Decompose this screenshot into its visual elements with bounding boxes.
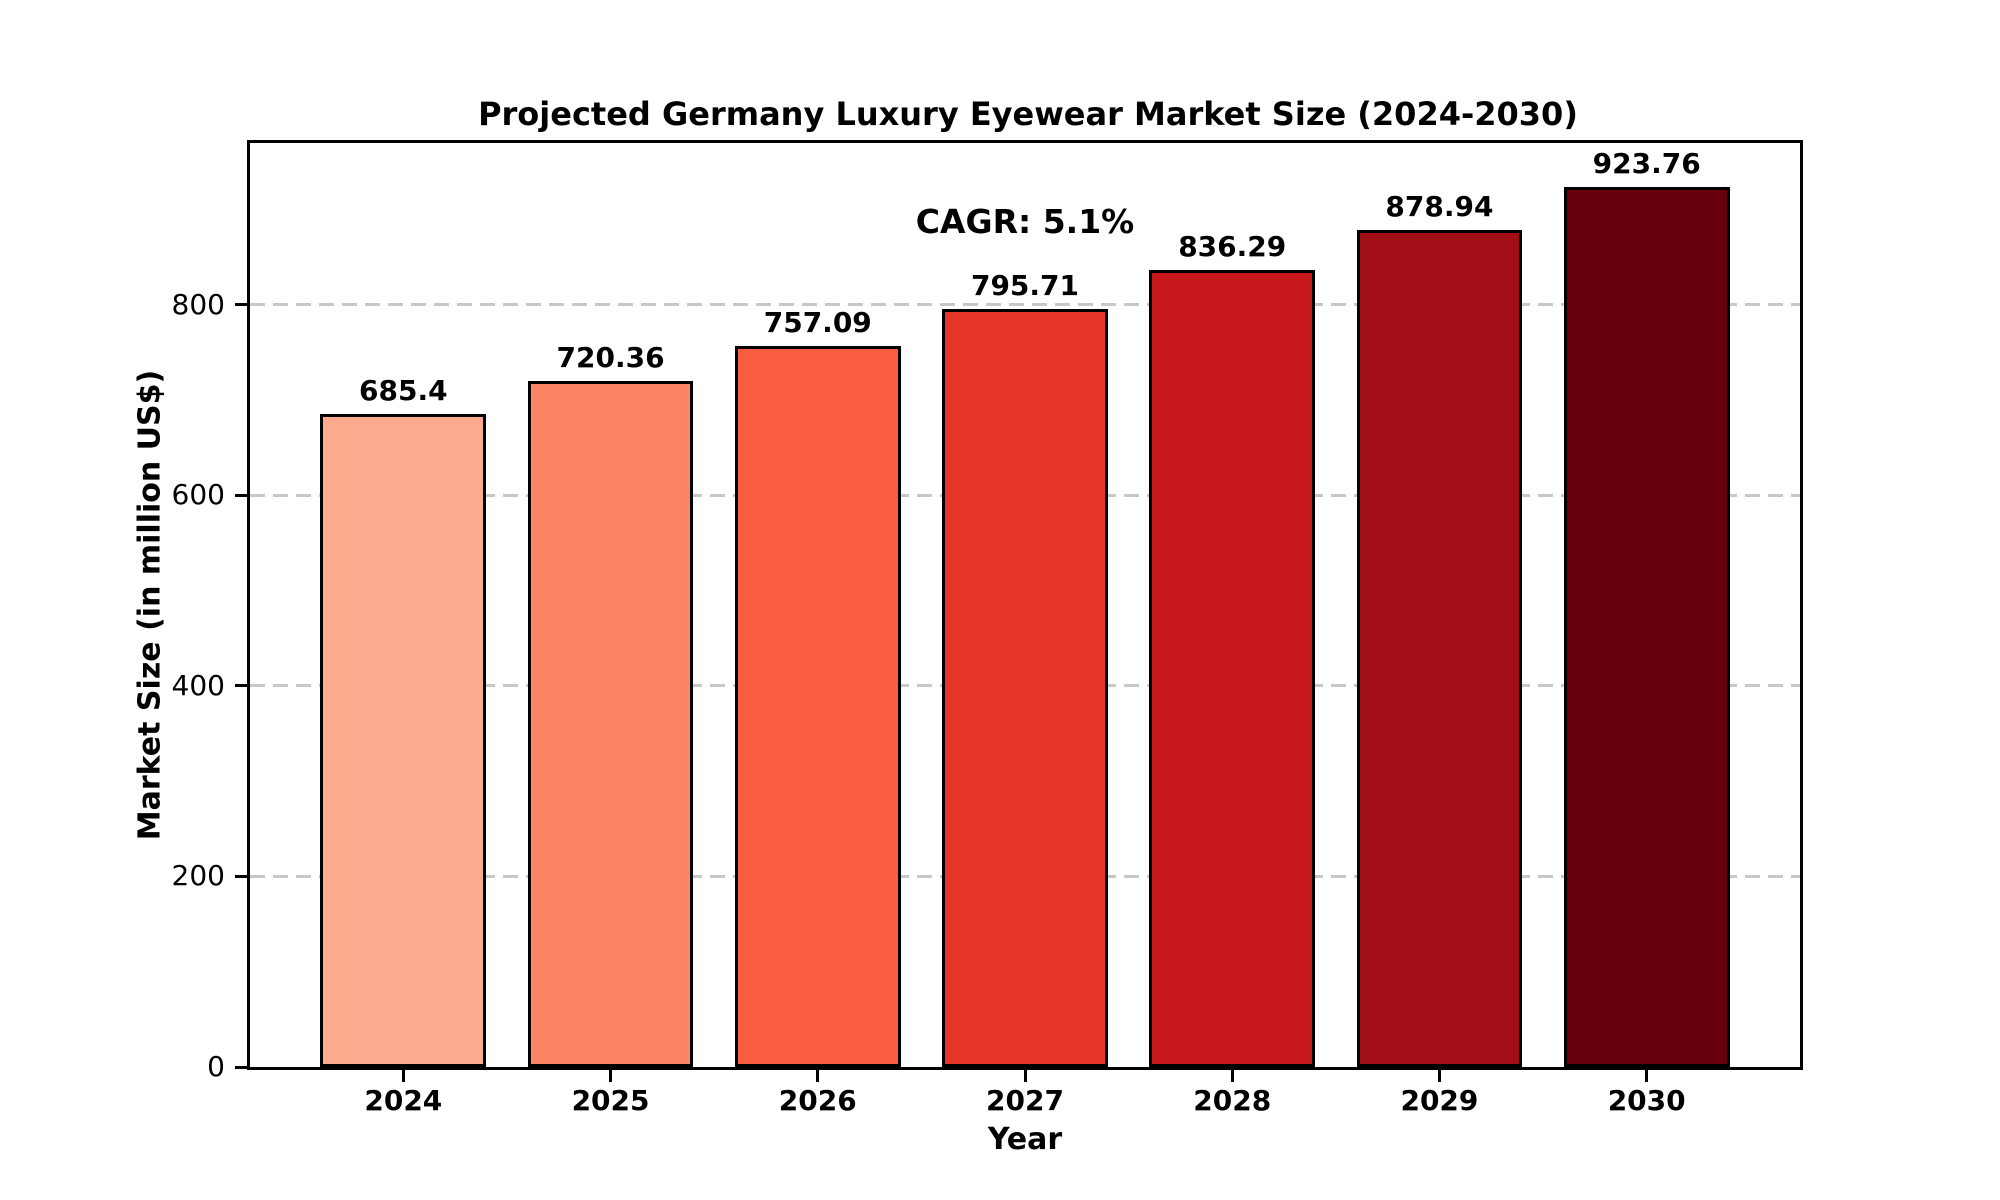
y-tick-label-400: 400 <box>171 668 225 702</box>
y-tick-800 <box>235 303 247 307</box>
plot-area: 685.4 720.36 757.09 795.71 836.29 878.94 923.7… <box>247 140 1803 1070</box>
x-tick-label-2027: 2027 <box>986 1084 1064 1117</box>
y-tick-label-200: 200 <box>171 859 225 893</box>
y-tick-200 <box>235 874 247 878</box>
bar-value-labels-layer: 685.4 720.36 757.09 795.71 836.29 878.94 923.7… <box>250 143 1800 1067</box>
bars-layer <box>250 143 1800 1067</box>
x-tick-label-2024: 2024 <box>364 1084 443 1117</box>
x-axis-label: Year <box>987 1122 1063 1157</box>
bar-value-label-2025: 720.36 <box>556 340 665 374</box>
bar-value-label-2024: 685.4 <box>359 374 448 408</box>
bar-value-label-2027: 795.71 <box>970 269 1080 303</box>
x-tick-2027 <box>1023 1070 1027 1082</box>
bar-value-label-2029: 878.94 <box>1385 189 1494 223</box>
x-tick-2024 <box>401 1070 405 1082</box>
x-tick-label-2026: 2026 <box>778 1084 857 1117</box>
y-axis-label: Market Size (in million US$) <box>132 369 168 841</box>
x-tick-label-2025: 2025 <box>571 1084 650 1117</box>
y-tick-600 <box>235 493 247 497</box>
bar-2026 <box>734 345 901 1067</box>
y-tick-label-600: 600 <box>171 478 225 512</box>
y-tick-400 <box>235 684 247 688</box>
x-tick-label-2028: 2028 <box>1193 1084 1272 1117</box>
bar-2024 <box>320 414 487 1067</box>
bar-2025 <box>527 380 694 1067</box>
x-tick-2025 <box>609 1070 613 1082</box>
bar-value-label-2028: 836.29 <box>1178 230 1287 264</box>
y-tick-label-800: 800 <box>171 287 225 321</box>
bar-value-label-2030: 923.76 <box>1592 147 1701 181</box>
x-tick-2026 <box>816 1070 820 1082</box>
x-tick-2028 <box>1230 1070 1234 1082</box>
y-tick-label-0: 0 <box>207 1050 225 1083</box>
bar-value-label-2026: 757.09 <box>763 305 872 339</box>
bar-2028 <box>1149 270 1316 1067</box>
cagr-annotation: CAGR: 5.1% <box>915 202 1135 241</box>
x-tick-2029 <box>1437 1070 1441 1082</box>
bar-2027 <box>942 309 1108 1067</box>
chart-title: Projected Germany Luxury Eyewear Market … <box>478 95 1578 133</box>
x-tick-label-2029: 2029 <box>1400 1084 1479 1117</box>
bar-2029 <box>1356 229 1523 1067</box>
gridline-800 <box>250 303 1800 307</box>
x-tick-2030 <box>1645 1070 1649 1082</box>
x-tick-label-2030: 2030 <box>1607 1084 1686 1117</box>
bar-2030 <box>1563 187 1730 1067</box>
y-tick-0 <box>235 1065 247 1069</box>
